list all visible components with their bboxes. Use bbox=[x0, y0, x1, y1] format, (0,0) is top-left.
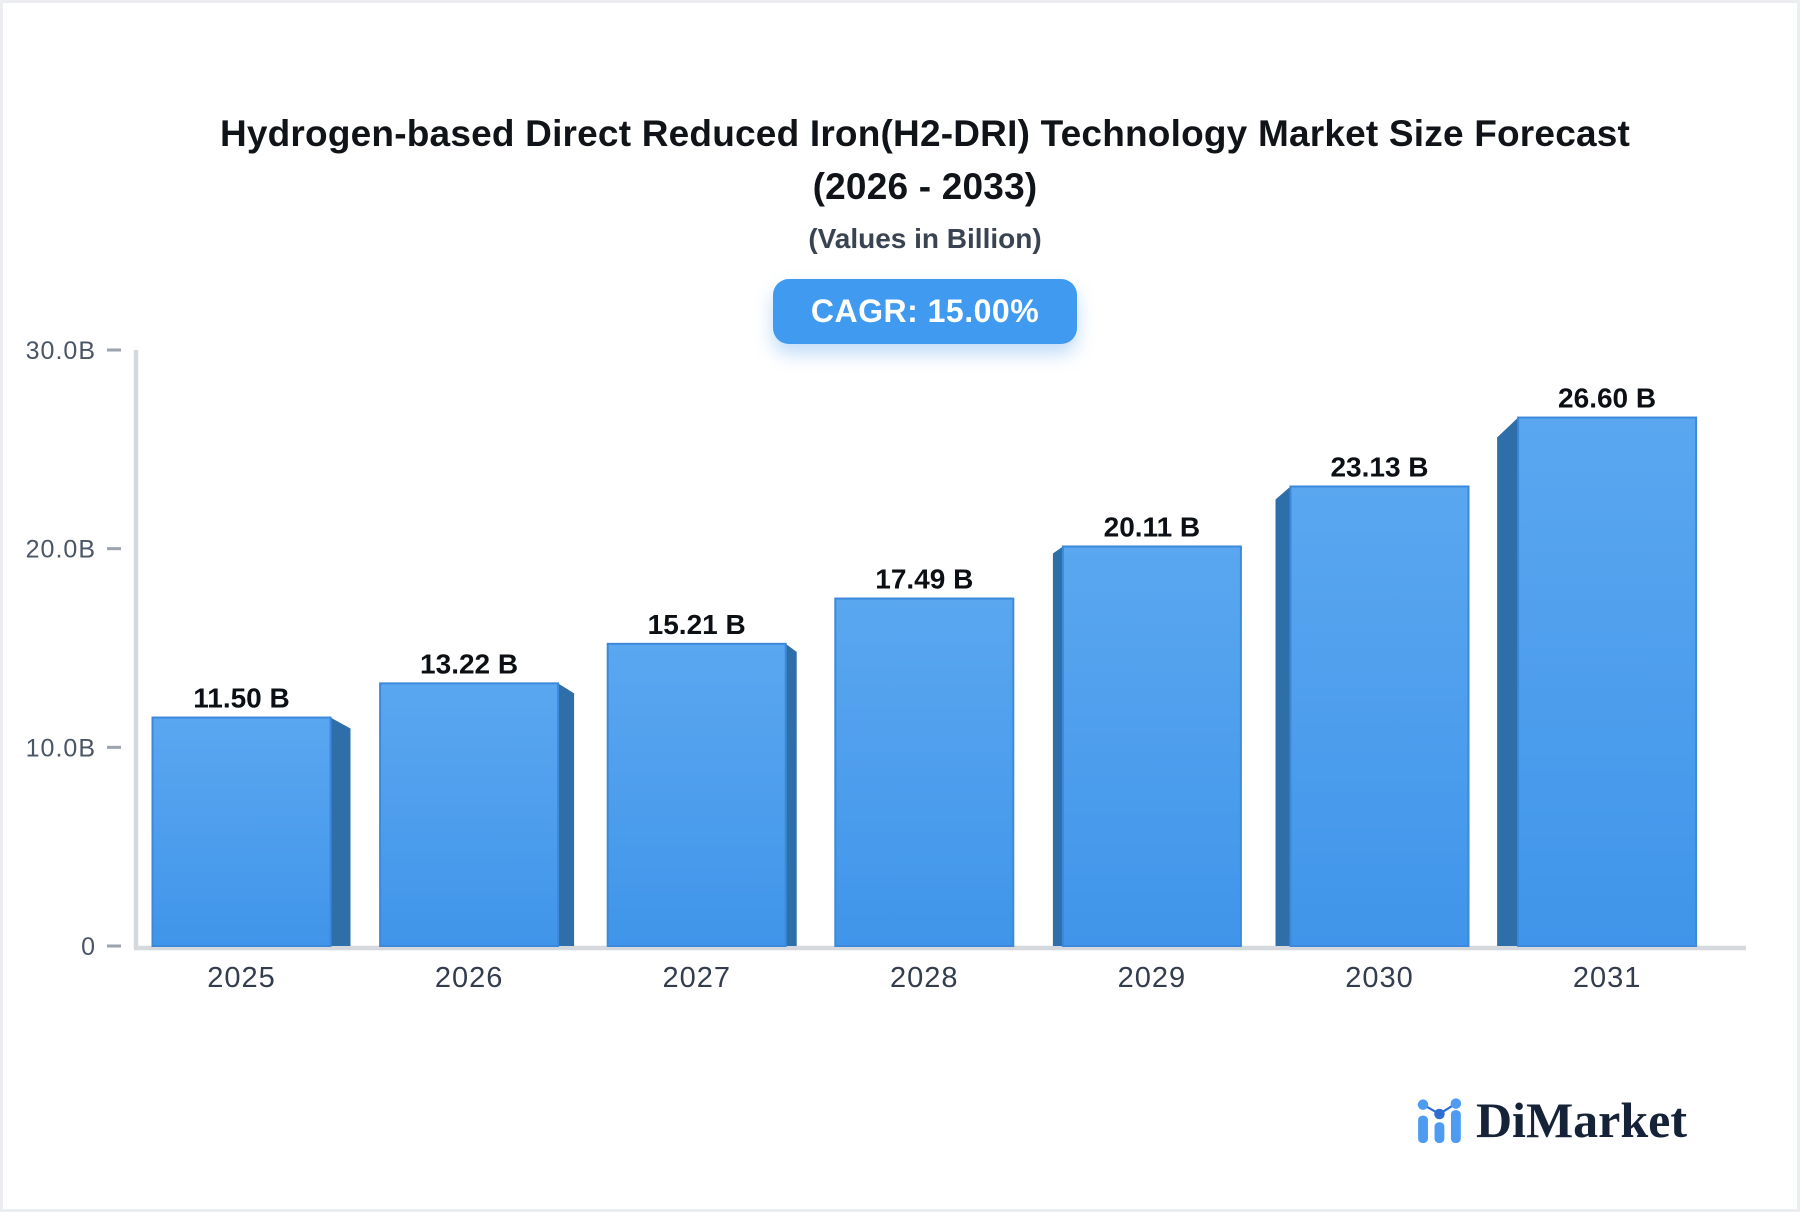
chart-subtitle: (Values in Billion) bbox=[808, 223, 1042, 254]
bar-front-face bbox=[379, 682, 560, 947]
x-tick-label: 2031 bbox=[1573, 962, 1642, 994]
chart-title: Hydrogen-based Direct Reduced Iron(H2-DR… bbox=[45, 107, 1797, 213]
chart-title-line2: (2026 - 2033) bbox=[812, 166, 1038, 207]
bars: 11.50 B 13.22 B 15.21 B 17.49 B 20.11 B 23.13… bbox=[151, 383, 1698, 947]
bar-front-face bbox=[606, 642, 787, 947]
bar-side-face bbox=[1052, 546, 1063, 946]
bar-2031: 26.60 B bbox=[1497, 383, 1698, 947]
y-tick-label: 30.0B bbox=[26, 337, 96, 365]
bar-front-face bbox=[1289, 485, 1470, 947]
bar-value-label: 23.13 B bbox=[1330, 451, 1428, 482]
bar-front-face bbox=[1517, 416, 1698, 947]
bar-2028: 17.49 B bbox=[834, 564, 1015, 947]
x-tick-label: 2027 bbox=[662, 962, 731, 994]
bar-value-label: 17.49 B bbox=[875, 564, 973, 595]
x-tick-label: 2025 bbox=[207, 962, 276, 994]
bar-value-label: 11.50 B bbox=[193, 683, 290, 714]
bar-value-label: 26.60 B bbox=[1558, 383, 1656, 414]
bar-front-face bbox=[151, 716, 332, 947]
bar-value-label: 15.21 B bbox=[648, 609, 746, 640]
bar-value-label: 13.22 B bbox=[420, 648, 518, 679]
y-tick-label: 0 bbox=[81, 933, 96, 961]
bar-2025: 11.50 B bbox=[151, 683, 351, 947]
cagr-badge: CAGR: 15.00% bbox=[772, 279, 1078, 344]
dimarket-logo-icon bbox=[1417, 1098, 1462, 1143]
bar-side-face bbox=[1497, 417, 1519, 947]
bar-2026: 13.22 B bbox=[379, 648, 575, 947]
chart-title-line1: Hydrogen-based Direct Reduced Iron(H2-DR… bbox=[219, 113, 1631, 154]
bar-side-face bbox=[558, 683, 575, 946]
chart-header: Hydrogen-based Direct Reduced Iron(H2-DR… bbox=[45, 107, 1797, 344]
bar-front-face bbox=[834, 597, 1015, 947]
axis-labels: 0 10.0B 20.0B 30.0B 2025 2026 2027 2028 2029 2030… bbox=[26, 337, 1642, 994]
y-tick-label: 10.0B bbox=[26, 734, 96, 762]
bar-side-face bbox=[1275, 486, 1291, 946]
bar-side-face bbox=[785, 643, 797, 946]
bar-2027: 15.21 B bbox=[606, 609, 797, 947]
brand-name: DiMarket bbox=[1475, 1092, 1687, 1148]
axes bbox=[107, 348, 1746, 951]
x-tick-label: 2029 bbox=[1118, 962, 1187, 994]
brand-logo: DiMarket bbox=[1417, 1095, 1687, 1145]
x-tick-label: 2030 bbox=[1345, 962, 1414, 994]
bar-value-label: 20.11 B bbox=[1104, 511, 1201, 542]
bar-front-face bbox=[1061, 545, 1242, 947]
bar-chart: 11.50 B 13.22 B 15.21 B 17.49 B 20.11 B 23.13… bbox=[26, 337, 1746, 994]
bar-side-face bbox=[330, 717, 351, 946]
bar-2030: 23.13 B bbox=[1275, 451, 1470, 947]
x-tick-label: 2026 bbox=[435, 962, 504, 994]
x-tick-label: 2028 bbox=[890, 962, 959, 994]
bar-2029: 20.11 B bbox=[1052, 511, 1242, 947]
y-tick-label: 20.0B bbox=[26, 536, 96, 564]
